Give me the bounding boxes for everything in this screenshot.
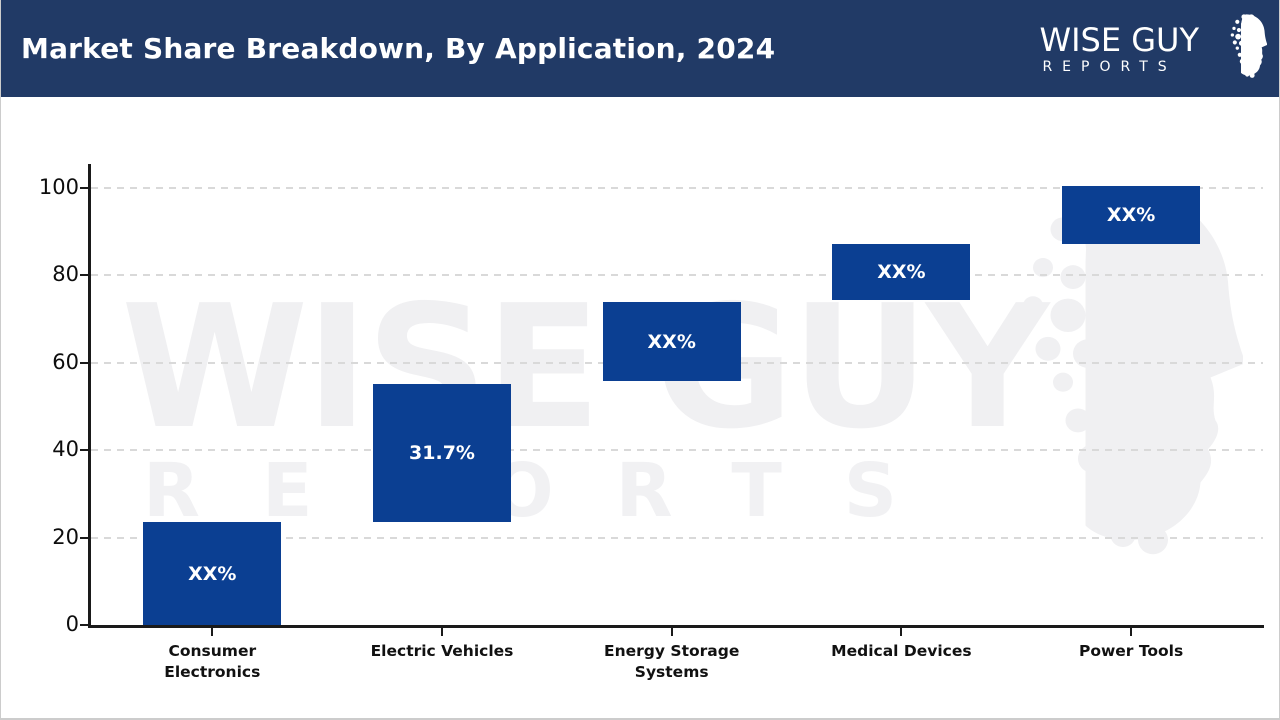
page-title: Market Share Breakdown, By Application, … [21,32,776,65]
wise-guy-logo: WISE GUY REPORTS [1039,8,1267,90]
y-tick-mark [80,624,88,626]
x-tick-mark [900,628,903,636]
bar-value-label: XX% [647,330,696,353]
y-tick-label: 100 [38,174,79,199]
y-tick-label: 60 [52,349,79,374]
y-tick-label: 20 [52,524,79,549]
logo-subtitle: REPORTS [1042,58,1177,75]
y-tick-mark [80,274,88,276]
bar-consumer-electronics: XX% [143,522,282,625]
bar-value-label: XX% [188,562,237,585]
bar-energy-storage-systems: XX% [602,302,741,381]
x-tick-mark [211,628,214,636]
gridline [91,536,1263,539]
x-category-label: Consumer Electronics [164,642,261,681]
y-tick-label: 0 [65,612,79,636]
y-tick-mark [80,449,88,451]
gridline [91,274,1263,276]
x-category-label: Electric Vehicles [370,642,514,660]
watermark-wordmark: WISE GUY [121,269,1049,467]
x-tick-mark [441,628,443,636]
x-category-label: Power Tools [1078,642,1184,660]
logo-text: WISE GUY REPORTS [1039,23,1199,75]
y-tick-label: 40 [52,437,79,461]
bar-power-tools: XX% [1062,186,1201,244]
logo-head-icon [1230,13,1267,78]
y-tick-mark [80,186,88,189]
x-tick-mark [670,628,673,636]
y-tick-mark [80,536,88,539]
logo-wordmark: WISE GUY [1039,20,1199,59]
gridline [91,449,1263,451]
gridline [91,186,1263,189]
y-tick-mark [80,361,88,364]
header-bar: Market Share Breakdown, By Application, … [1,0,1279,97]
x-category-label: Medical Devices [831,642,972,660]
bar-electric-vehicles: 31.7% [373,383,511,523]
bar-value-label: 31.7% [409,441,475,464]
bar-value-label: XX% [1106,203,1156,226]
watermark-subtitle: REPORTS [143,448,960,534]
bar-value-label: XX% [877,260,926,283]
x-category-label: Energy Storage Systems [604,642,740,681]
x-tick-mark [1130,628,1133,636]
y-axis-line [88,164,91,628]
x-axis-line [88,625,1264,628]
bar-medical-devices: XX% [832,243,971,300]
y-tick-label: 80 [52,262,79,286]
